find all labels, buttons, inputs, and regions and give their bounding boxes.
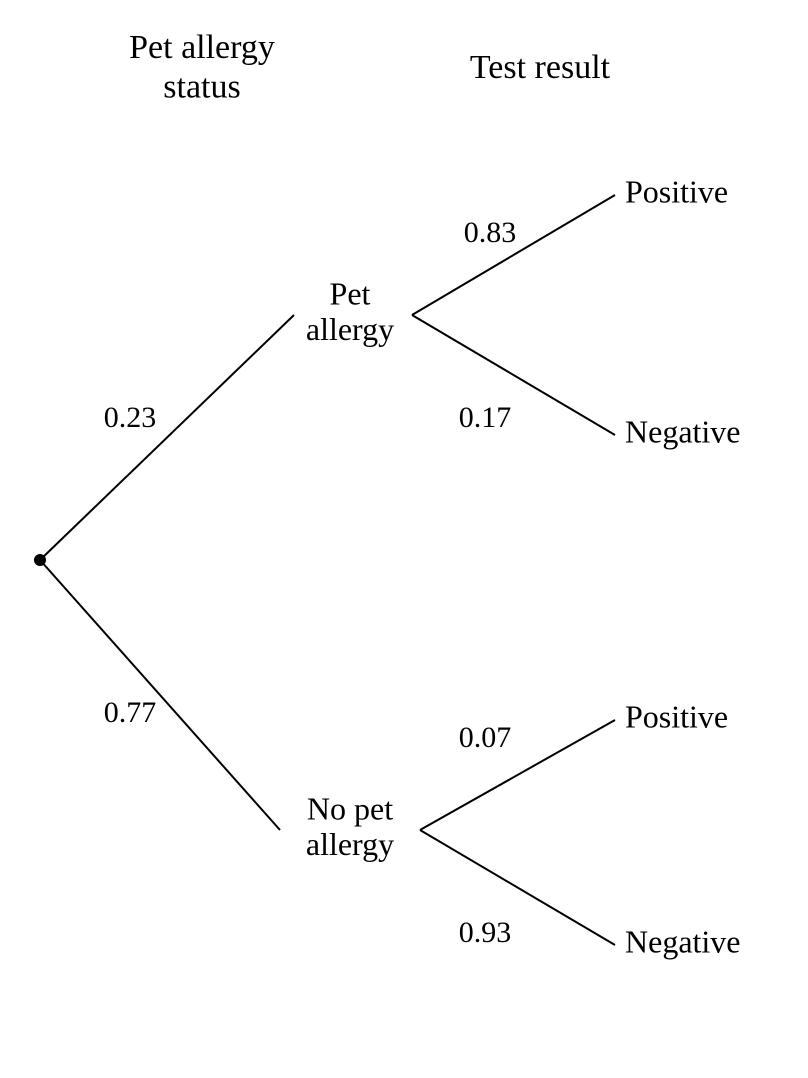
edge-probability-label: 0.93 (459, 916, 512, 949)
leaf-node-label: Negative (625, 413, 741, 449)
branch-node-label: Pet (330, 276, 371, 312)
leaf-node-label: Positive (625, 698, 728, 734)
edge-probability-label: 0.23 (104, 401, 157, 434)
leaf-node-label: Negative (625, 923, 741, 959)
column-header: Pet allergy (129, 29, 275, 66)
edge-probability-label: 0.07 (459, 721, 512, 754)
branch-node-label: allergy (306, 311, 394, 347)
leaf-node-label: Positive (625, 173, 728, 209)
edge-probability-label: 0.17 (459, 401, 512, 434)
branch-node-label: allergy (306, 826, 394, 862)
root-node (34, 554, 46, 566)
branch-node-label: No pet (307, 791, 393, 827)
edge-probability-label: 0.77 (104, 696, 157, 729)
column-header: Test result (470, 49, 611, 86)
probability-tree-diagram: 0.230.770.830.170.070.93Pet allergystatu… (0, 0, 808, 1078)
edge-probability-label: 0.83 (464, 216, 517, 249)
column-header: status (163, 68, 240, 105)
